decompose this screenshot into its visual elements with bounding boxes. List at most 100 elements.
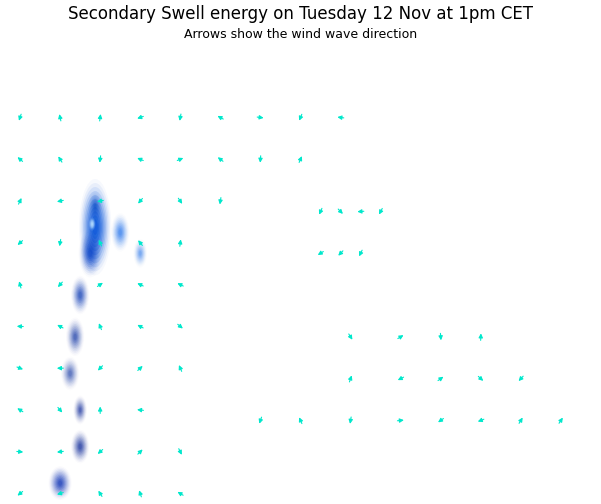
Ellipse shape: [91, 221, 94, 227]
Ellipse shape: [79, 444, 82, 449]
Ellipse shape: [74, 282, 87, 308]
Ellipse shape: [78, 406, 82, 414]
Ellipse shape: [136, 243, 145, 263]
Ellipse shape: [88, 207, 102, 247]
Ellipse shape: [67, 368, 73, 379]
Ellipse shape: [117, 226, 123, 239]
Ellipse shape: [83, 191, 107, 263]
Ellipse shape: [72, 331, 78, 343]
Ellipse shape: [138, 248, 142, 258]
Ellipse shape: [77, 441, 83, 452]
Ellipse shape: [118, 228, 123, 237]
Ellipse shape: [82, 187, 109, 267]
Ellipse shape: [139, 251, 141, 256]
Ellipse shape: [78, 405, 82, 415]
Ellipse shape: [52, 470, 69, 496]
Ellipse shape: [137, 246, 144, 261]
Ellipse shape: [82, 235, 99, 271]
Ellipse shape: [87, 247, 93, 259]
Ellipse shape: [81, 183, 110, 271]
Ellipse shape: [90, 220, 94, 228]
Ellipse shape: [79, 408, 81, 412]
Ellipse shape: [90, 196, 100, 217]
Ellipse shape: [81, 233, 100, 273]
Text: Secondary Swell energy on Tuesday 12 Nov at 1pm CET: Secondary Swell energy on Tuesday 12 Nov…: [68, 5, 533, 23]
Ellipse shape: [73, 279, 88, 311]
Ellipse shape: [92, 199, 99, 214]
Ellipse shape: [75, 399, 85, 421]
Ellipse shape: [87, 203, 103, 251]
Ellipse shape: [76, 439, 84, 454]
Ellipse shape: [93, 202, 97, 211]
Ellipse shape: [64, 362, 76, 385]
Ellipse shape: [93, 200, 98, 212]
Ellipse shape: [89, 217, 96, 231]
Ellipse shape: [75, 437, 85, 456]
Ellipse shape: [73, 434, 87, 459]
Ellipse shape: [136, 245, 144, 262]
Ellipse shape: [90, 211, 100, 243]
Ellipse shape: [78, 290, 82, 300]
Ellipse shape: [93, 219, 98, 235]
Ellipse shape: [91, 198, 99, 215]
Ellipse shape: [77, 289, 83, 301]
Ellipse shape: [69, 370, 72, 376]
Ellipse shape: [76, 287, 84, 303]
Ellipse shape: [54, 475, 66, 491]
Ellipse shape: [57, 479, 63, 487]
Ellipse shape: [138, 249, 142, 257]
Ellipse shape: [91, 222, 93, 226]
Ellipse shape: [76, 400, 85, 420]
Ellipse shape: [65, 363, 76, 383]
Ellipse shape: [114, 220, 126, 245]
Ellipse shape: [75, 284, 85, 306]
Text: Arrows show the wind wave direction: Arrows show the wind wave direction: [184, 28, 417, 41]
Ellipse shape: [87, 245, 94, 261]
Ellipse shape: [115, 223, 125, 242]
Ellipse shape: [117, 224, 124, 240]
Ellipse shape: [73, 432, 88, 461]
Ellipse shape: [78, 443, 82, 451]
Ellipse shape: [94, 204, 96, 209]
Ellipse shape: [76, 285, 85, 304]
Ellipse shape: [73, 332, 78, 342]
Ellipse shape: [53, 473, 67, 493]
Ellipse shape: [76, 438, 85, 455]
Ellipse shape: [69, 324, 81, 350]
Ellipse shape: [52, 472, 68, 494]
Ellipse shape: [84, 241, 96, 265]
Ellipse shape: [138, 247, 143, 259]
Ellipse shape: [91, 215, 99, 239]
Ellipse shape: [66, 365, 75, 382]
Ellipse shape: [77, 403, 84, 417]
Ellipse shape: [76, 402, 84, 418]
Ellipse shape: [84, 195, 106, 259]
Ellipse shape: [70, 326, 81, 348]
Ellipse shape: [115, 221, 126, 243]
Ellipse shape: [82, 237, 98, 269]
Ellipse shape: [72, 329, 79, 345]
Ellipse shape: [63, 361, 77, 386]
Ellipse shape: [68, 323, 82, 351]
Ellipse shape: [119, 229, 122, 235]
Ellipse shape: [55, 476, 65, 490]
Ellipse shape: [86, 199, 105, 255]
Ellipse shape: [79, 292, 82, 298]
Ellipse shape: [70, 327, 80, 346]
Ellipse shape: [74, 334, 77, 340]
Ellipse shape: [88, 249, 92, 257]
Ellipse shape: [50, 469, 70, 497]
Ellipse shape: [58, 480, 62, 486]
Ellipse shape: [56, 477, 64, 489]
Ellipse shape: [93, 203, 97, 210]
Ellipse shape: [66, 366, 74, 381]
Ellipse shape: [74, 435, 87, 458]
Ellipse shape: [90, 219, 95, 229]
Ellipse shape: [68, 369, 72, 377]
Ellipse shape: [84, 239, 97, 267]
Ellipse shape: [73, 281, 87, 309]
Text: geo err: No module named 'geopandas': geo err: No module named 'geopandas': [180, 266, 373, 276]
Ellipse shape: [85, 243, 95, 263]
Ellipse shape: [113, 218, 127, 247]
Ellipse shape: [91, 197, 100, 216]
